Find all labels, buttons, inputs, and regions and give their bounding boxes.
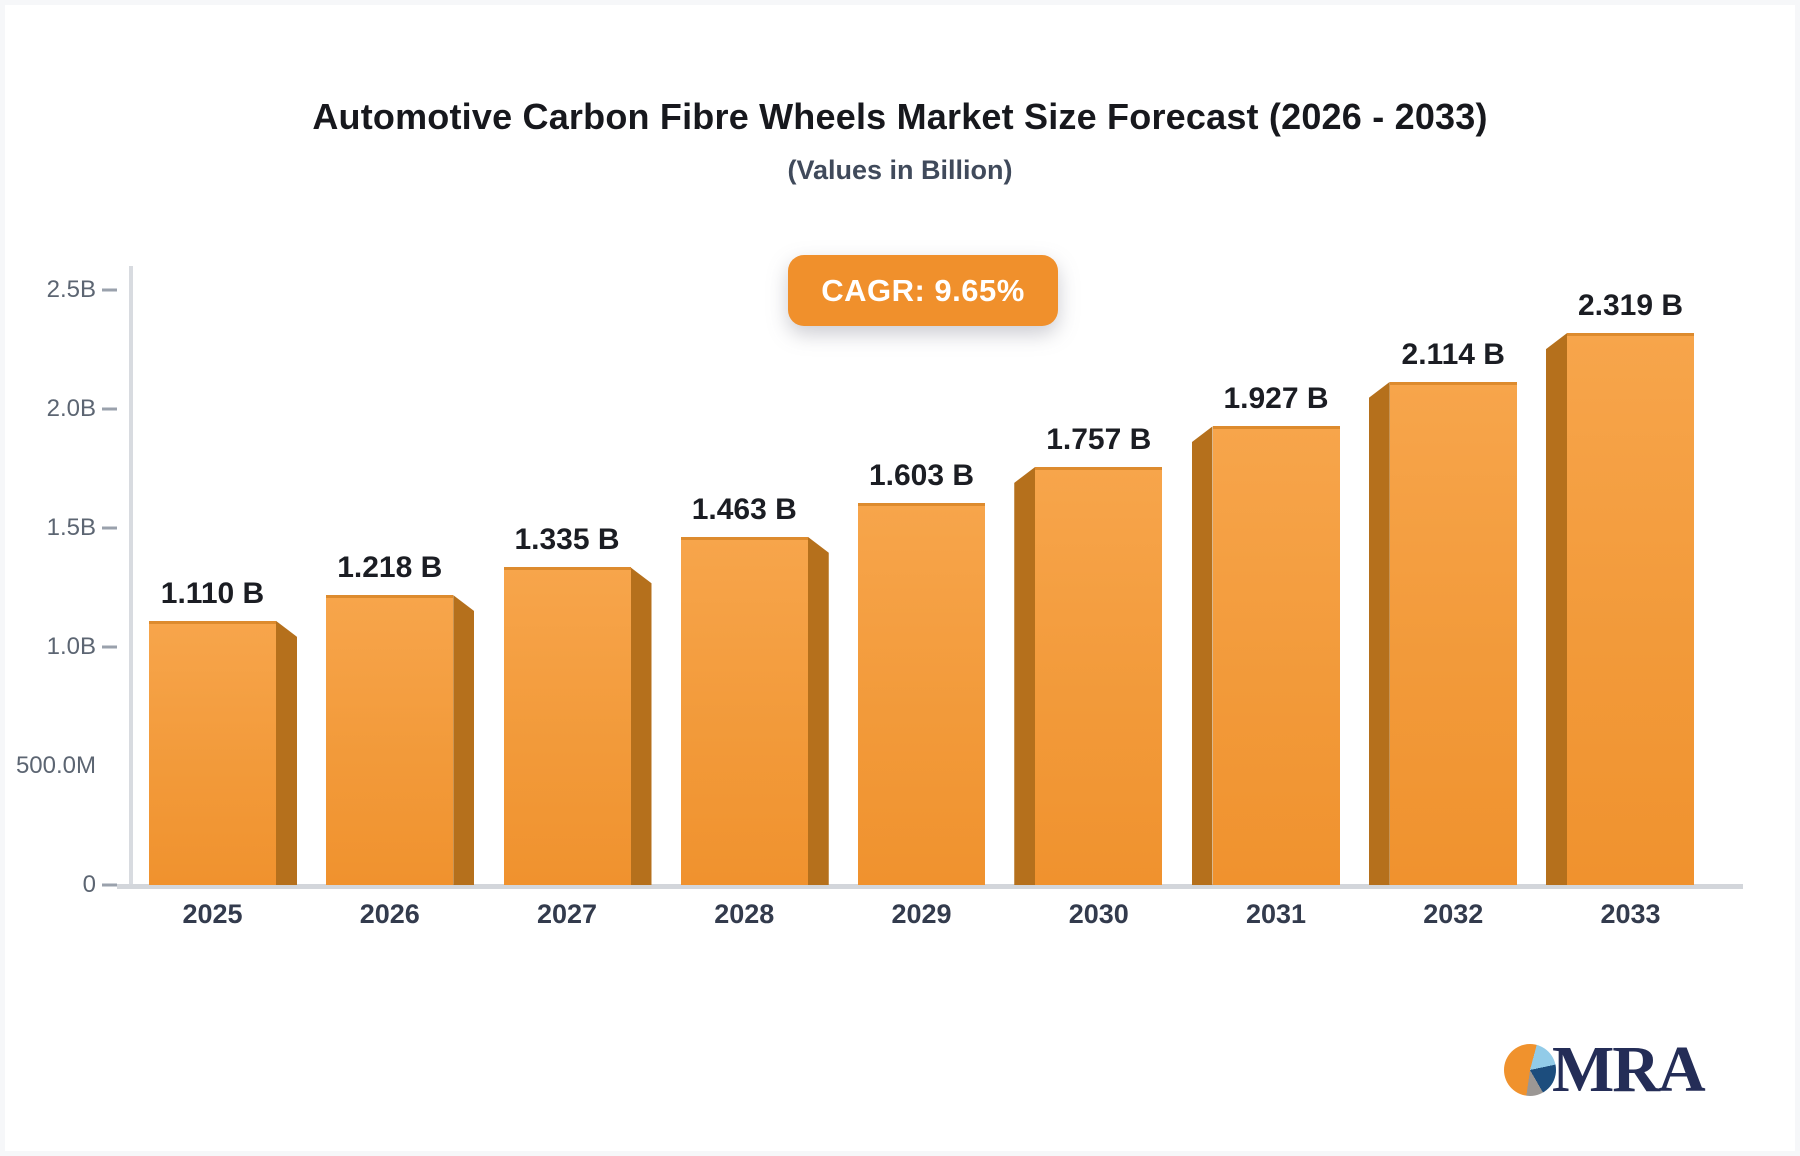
bar-face [149,620,276,885]
x-axis-label: 2026 [359,899,420,929]
y-axis-tick-dash [102,288,117,292]
bar-2026 [326,595,475,885]
bar-side-3d [630,567,652,885]
x-axis-label: 2032 [1423,899,1484,929]
x-axis-label: 2030 [1068,899,1129,929]
bar-value-label: 1.463 B [691,492,797,526]
bar-value-label: 1.110 B [160,576,265,610]
bar-value-label: 2.319 B [1577,289,1684,323]
y-axis-tick-dash [102,883,117,887]
bar-value-label: 1.757 B [1046,422,1152,456]
bar-value-label: 1.927 B [1223,382,1329,416]
chart-subtitle: (Values in Billion) [787,155,1013,185]
bar-side-3d [807,536,829,885]
x-axis-label: 2031 [1245,899,1307,929]
bar-side-3d [276,620,297,885]
pie-chart-icon [1504,1044,1556,1096]
logo-text: MRA [1552,1033,1706,1106]
x-axis-label: 2033 [1600,899,1661,929]
x-axis-line [117,884,1743,889]
x-axis-label: 2025 [182,899,243,929]
bar-side-3d [1014,466,1036,885]
bar-2028 [680,536,829,885]
bar-2032 [1368,381,1517,885]
bar-face [1389,381,1517,885]
bar-value-label: 1.603 B [868,459,975,493]
bar-2027 [503,567,652,885]
y-axis-tick-dash [102,407,117,411]
y-axis-tick-label: 1.0B [46,633,96,660]
bar-2029 [858,503,985,885]
y-axis-tick-label: 0 [82,871,96,898]
bar-side-3d [1191,426,1213,885]
bar-side-3d [1546,333,1567,885]
y-axis-tick-label: 2.5B [46,276,96,303]
bar-value-label: 1.335 B [514,523,620,557]
bar-face [1212,426,1340,885]
y-axis-tick-dash [102,526,117,530]
bar-face [326,595,454,885]
bar-side-3d [453,595,475,885]
y-axis-tick-dash [102,645,117,649]
bar-face [1567,333,1694,885]
bar-2025 [149,620,297,885]
bar-face [503,567,631,885]
bar-face [858,503,985,885]
x-axis-label: 2028 [714,899,775,929]
y-axis-tick-label: 500.0M [15,752,96,779]
bar-value-label: 1.218 B [337,551,443,585]
bar-2031 [1191,426,1340,885]
x-axis-label: 2027 [536,899,598,929]
chart-title: Automotive Carbon Fibre Wheels Market Si… [312,96,1488,137]
y-axis-line [129,266,133,885]
bar-face [1035,466,1163,885]
y-axis-tick-label: 2.0B [46,395,96,422]
bar-2030 [1014,466,1163,885]
cagr-badge: CAGR: 9.65% [788,255,1058,326]
y-axis-tick-label: 1.5B [46,514,96,541]
bar-face [680,536,808,885]
cagr-badge-label: CAGR: 9.65% [821,272,1025,308]
bar-2033 [1546,333,1694,885]
bar-side-3d [1368,381,1390,885]
mra-logo: MRA [1504,1033,1706,1106]
x-axis-label: 2029 [891,899,952,929]
bar-value-label: 2.114 B [1401,337,1505,371]
